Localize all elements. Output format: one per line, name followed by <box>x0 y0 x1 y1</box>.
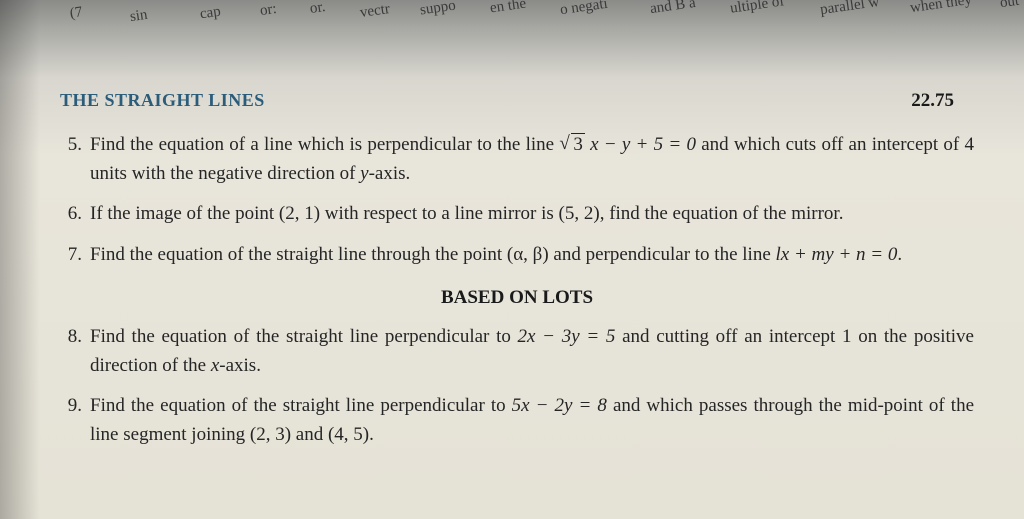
equation: lx + my + n = 0 <box>776 244 898 265</box>
clutter-word: out <box>999 0 1020 12</box>
text-fragment: -axis. <box>369 163 411 184</box>
text-fragment: Find the equation of the straight line t… <box>90 244 776 265</box>
subsection-title: BASED ON LOTS <box>60 287 974 309</box>
question-number: 8. <box>60 323 90 380</box>
equation: x − y + 5 = 0 <box>590 134 696 155</box>
question-number: 5. <box>60 131 90 188</box>
question-text: Find the equation of the straight line t… <box>90 241 974 270</box>
clutter-word: (7 <box>69 4 84 23</box>
question-7: 7. Find the equation of the straight lin… <box>60 241 974 270</box>
equation: 5x − 2y = 8 <box>512 395 607 416</box>
question-9: 9. Find the equation of the straight lin… <box>60 392 974 449</box>
clutter-word: suppo <box>419 0 457 19</box>
question-number: 9. <box>60 392 90 449</box>
previous-page-bleed: (7 sin cap or: or. vectr suppo en the o … <box>0 0 1024 35</box>
clutter-word: parallel w <box>819 0 880 19</box>
page-number: 22.75 <box>911 90 954 112</box>
sqrt-radicand: 3 <box>571 133 585 155</box>
clutter-word: o negati <box>559 0 609 19</box>
question-number: 7. <box>60 241 90 270</box>
text-fragment: Find the equation of the straight line p… <box>90 395 512 416</box>
clutter-word: or: <box>259 1 278 20</box>
clutter-word: en the <box>489 0 527 17</box>
section-title: THE STRAIGHT LINES <box>60 90 974 111</box>
clutter-word: and B a <box>649 0 697 18</box>
clutter-word: when they <box>909 0 973 17</box>
variable: y <box>360 163 368 184</box>
clutter-word: cap <box>199 4 222 24</box>
question-6: 6. If the image of the point (2, 1) with… <box>60 200 974 229</box>
question-text: Find the equation of a line which is per… <box>90 131 974 188</box>
text-fragment: Find the equation of a line which is per… <box>90 134 559 155</box>
textbook-page: THE STRAIGHT LINES 22.75 5. Find the equ… <box>0 60 1024 481</box>
clutter-word: or. <box>309 0 327 18</box>
variable: x <box>211 355 219 376</box>
text-fragment: . <box>897 244 902 265</box>
question-8: 8. Find the equation of the straight lin… <box>60 323 974 380</box>
question-text: If the image of the point (2, 1) with re… <box>90 200 974 229</box>
clutter-word: vectr <box>359 1 391 22</box>
equation: 2x − 3y = 5 <box>518 326 616 347</box>
question-text: Find the equation of the straight line p… <box>90 323 974 380</box>
question-number: 6. <box>60 200 90 229</box>
question-5: 5. Find the equation of a line which is … <box>60 131 974 188</box>
question-text: Find the equation of the straight line p… <box>90 392 974 449</box>
clutter-word: sin <box>129 7 149 26</box>
text-fragment: Find the equation of the straight line p… <box>90 326 518 347</box>
sqrt-expression: 3 <box>559 131 585 160</box>
clutter-word: ultiple of <box>729 0 785 18</box>
text-fragment: -axis. <box>219 355 261 376</box>
